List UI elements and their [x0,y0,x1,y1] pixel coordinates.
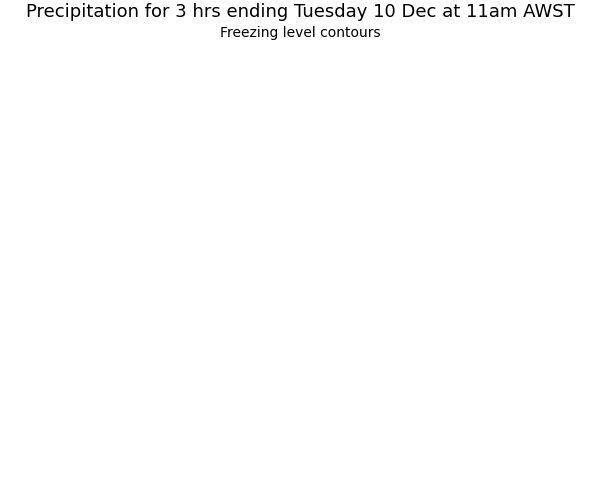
Text: Freezing level contours: Freezing level contours [220,26,381,40]
Text: Precipitation for 3 hrs ending Tuesday 10 Dec at 11am AWST: Precipitation for 3 hrs ending Tuesday 1… [26,3,575,21]
